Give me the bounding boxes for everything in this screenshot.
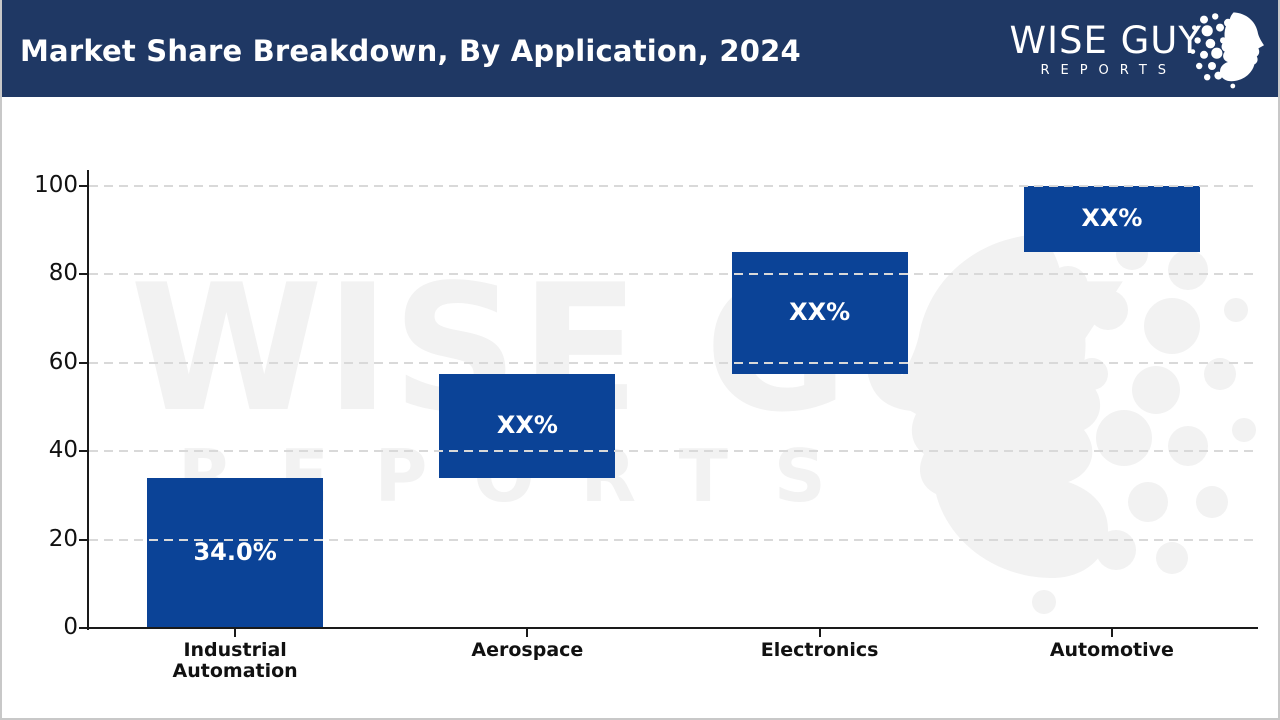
header-banner: Market Share Breakdown, By Application, … <box>0 0 1280 97</box>
gridline <box>89 361 1258 364</box>
y-axis <box>87 170 89 630</box>
bar-value-label: 34.0% <box>193 537 277 566</box>
y-tick <box>79 450 88 453</box>
gridline <box>89 538 1258 541</box>
bar-segment <box>731 252 908 374</box>
logo-wiseguy-label: WISE GUY <box>1009 19 1202 63</box>
y-tick-label: 100 <box>34 172 78 198</box>
y-tick <box>79 538 88 541</box>
bar-segment <box>439 373 616 478</box>
category-label: Automotive <box>1049 639 1174 661</box>
x-tick <box>1110 628 1113 637</box>
x-tick <box>526 628 529 637</box>
category-label: Electronics <box>760 639 879 661</box>
y-tick-label: 20 <box>48 525 78 552</box>
logo-dotted-face-icon <box>1190 12 1264 89</box>
bar-value-label: XX% <box>1081 204 1143 233</box>
y-tick <box>79 185 88 187</box>
x-tick <box>818 628 821 637</box>
y-tick <box>79 361 88 364</box>
y-tick <box>79 273 88 276</box>
page-title: Market Share Breakdown, By Application, … <box>20 34 801 68</box>
bar-segment <box>147 477 324 628</box>
category-label: Aerospace <box>471 639 584 661</box>
category-label: Industrial Automation <box>172 639 298 682</box>
gridline <box>89 450 1258 453</box>
bar-value-label: XX% <box>789 298 851 327</box>
y-tick <box>79 627 88 629</box>
x-tick <box>234 628 237 637</box>
gridline <box>89 185 1258 187</box>
gridline <box>89 273 1258 276</box>
x-axis <box>87 627 1258 629</box>
y-tick-label: 40 <box>48 437 78 464</box>
bar-value-label: XX% <box>496 410 558 439</box>
y-tick-label: 80 <box>48 260 78 287</box>
logo-reports-label: REPORTS <box>1040 62 1178 78</box>
bar-segment <box>1023 186 1200 253</box>
y-tick-label: 60 <box>48 348 78 375</box>
y-tick-label: 0 <box>63 614 78 640</box>
logo-text: WISE GUY REPORTS <box>1009 19 1202 78</box>
wise-guy-reports-logo: WISE GUY REPORTS <box>1010 6 1268 94</box>
